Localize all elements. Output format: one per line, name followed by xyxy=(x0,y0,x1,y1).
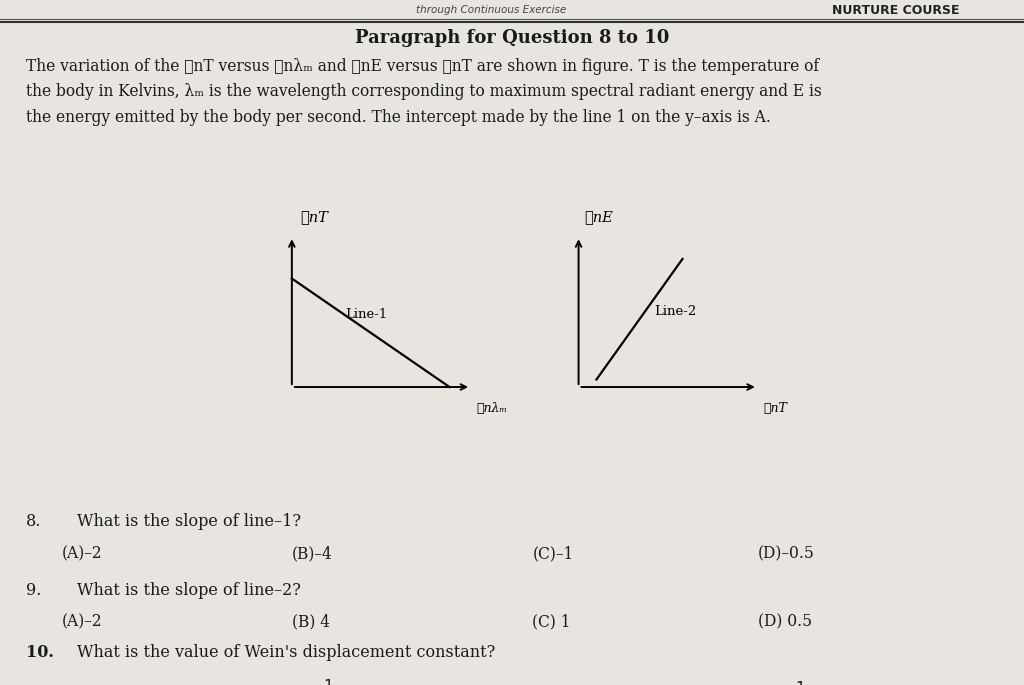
Text: (A)–2: (A)–2 xyxy=(61,545,102,562)
Text: The variation of the ℓnT versus ℓnλₘ and ℓnE versus ℓnT are shown in figure. T i: The variation of the ℓnT versus ℓnλₘ and… xyxy=(26,58,819,75)
Text: (B) 4: (B) 4 xyxy=(292,614,330,630)
Text: ℓnλₘ: ℓnλₘ xyxy=(476,402,507,415)
Text: (D) 0.5: (D) 0.5 xyxy=(758,614,812,630)
Text: 8.: 8. xyxy=(26,514,41,530)
Text: $(B)\ \dfrac{1}{e^{A}}$: $(B)\ \dfrac{1}{e^{A}}$ xyxy=(292,677,340,685)
Text: (B)–4: (B)–4 xyxy=(292,545,333,562)
Text: What is the value of Wein's displacement constant?: What is the value of Wein's displacement… xyxy=(77,644,495,660)
Text: (D)–0.5: (D)–0.5 xyxy=(758,545,815,562)
Text: $(D)\ \dfrac{1}{\ell nA}$: $(D)\ \dfrac{1}{\ell nA}$ xyxy=(758,679,816,685)
Text: (A)–2: (A)–2 xyxy=(61,614,102,630)
Text: What is the slope of line–2?: What is the slope of line–2? xyxy=(77,582,301,599)
Text: ℓnT: ℓnT xyxy=(300,210,328,224)
Text: 10.: 10. xyxy=(26,644,53,660)
Text: 9.: 9. xyxy=(26,582,41,599)
Text: ℓnE: ℓnE xyxy=(585,210,613,224)
Text: What is the slope of line–1?: What is the slope of line–1? xyxy=(77,514,301,530)
Text: through Continuous Exercise: through Continuous Exercise xyxy=(417,5,566,15)
Text: (C)–1: (C)–1 xyxy=(532,545,573,562)
Text: Line-2: Line-2 xyxy=(653,306,696,318)
Text: (C) 1: (C) 1 xyxy=(532,614,571,630)
Text: the energy emitted by the body per second. The intercept made by the line 1 on t: the energy emitted by the body per secon… xyxy=(26,109,770,125)
Text: NURTURE COURSE: NURTURE COURSE xyxy=(833,4,959,16)
Text: ℓnT: ℓnT xyxy=(763,402,786,415)
Text: Line-1: Line-1 xyxy=(345,308,388,321)
Text: the body in Kelvins, λₘ is the wavelength corresponding to maximum spectral radi: the body in Kelvins, λₘ is the wavelengt… xyxy=(26,84,821,100)
Text: Paragraph for Question 8 to 10: Paragraph for Question 8 to 10 xyxy=(354,29,670,47)
